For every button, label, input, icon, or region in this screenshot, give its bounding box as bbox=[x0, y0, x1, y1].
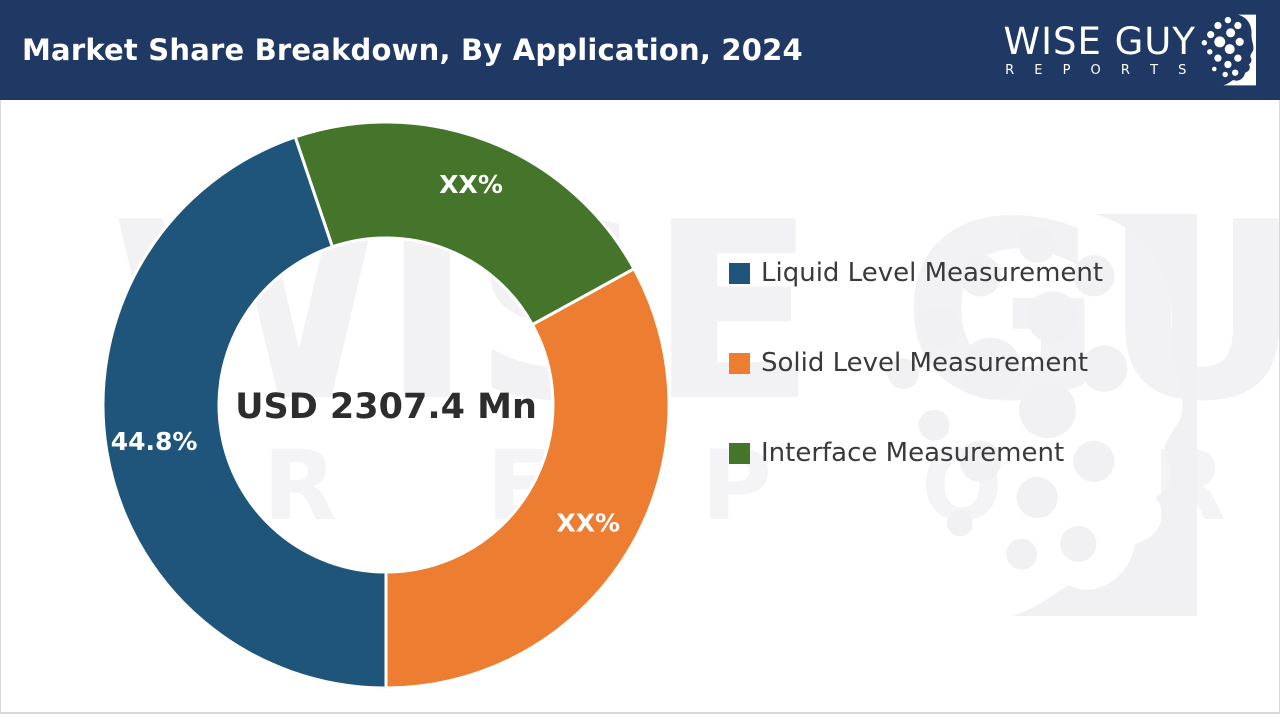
legend-swatch-0 bbox=[729, 262, 750, 284]
brand-subtitle: R E P O R T S bbox=[1005, 63, 1195, 78]
watermark-face-icon bbox=[887, 213, 1197, 617]
slice-label-1: XX% bbox=[556, 509, 620, 538]
slice-label-0: 44.8% bbox=[111, 427, 198, 456]
chart-center-value: USD 2307.4 Mn bbox=[235, 387, 537, 427]
donut-chart: 44.8% XX% XX% USD 2307.4 Mn bbox=[101, 120, 671, 690]
bottom-margin bbox=[0, 714, 1280, 718]
face-profile-logo-icon bbox=[1201, 14, 1256, 86]
donut-slices bbox=[101, 120, 671, 690]
page-title: Market Share Breakdown, By Application, … bbox=[22, 33, 803, 67]
legend-item-solid: Solid Level Measurement bbox=[729, 348, 1103, 378]
donut-slice-2 bbox=[293, 120, 637, 327]
legend-item-interface: Interface Measurement bbox=[729, 438, 1103, 468]
chart-area: WISE GUY R E P O R T S 44.8% XX% XX% USD… bbox=[0, 100, 1280, 714]
legend-swatch-2 bbox=[729, 442, 750, 464]
legend-item-liquid: Liquid Level Measurement bbox=[729, 258, 1103, 288]
header-bar: Market Share Breakdown, By Application, … bbox=[0, 0, 1280, 100]
legend-label: Interface Measurement bbox=[761, 438, 1065, 468]
donut-slice-1 bbox=[384, 266, 671, 690]
brand-logo-text: WISE GUY R E P O R T S bbox=[1004, 23, 1196, 77]
chart-legend: Liquid Level Measurement Solid Level Mea… bbox=[729, 258, 1103, 528]
donut-slice-0 bbox=[101, 135, 388, 690]
brand-logo: WISE GUY R E P O R T S bbox=[1004, 13, 1256, 87]
brand-name: WISE GUY bbox=[1003, 20, 1196, 63]
legend-swatch-1 bbox=[729, 352, 750, 374]
legend-label: Liquid Level Measurement bbox=[761, 258, 1104, 288]
slice-label-2: XX% bbox=[439, 170, 503, 199]
legend-label: Solid Level Measurement bbox=[761, 348, 1089, 378]
